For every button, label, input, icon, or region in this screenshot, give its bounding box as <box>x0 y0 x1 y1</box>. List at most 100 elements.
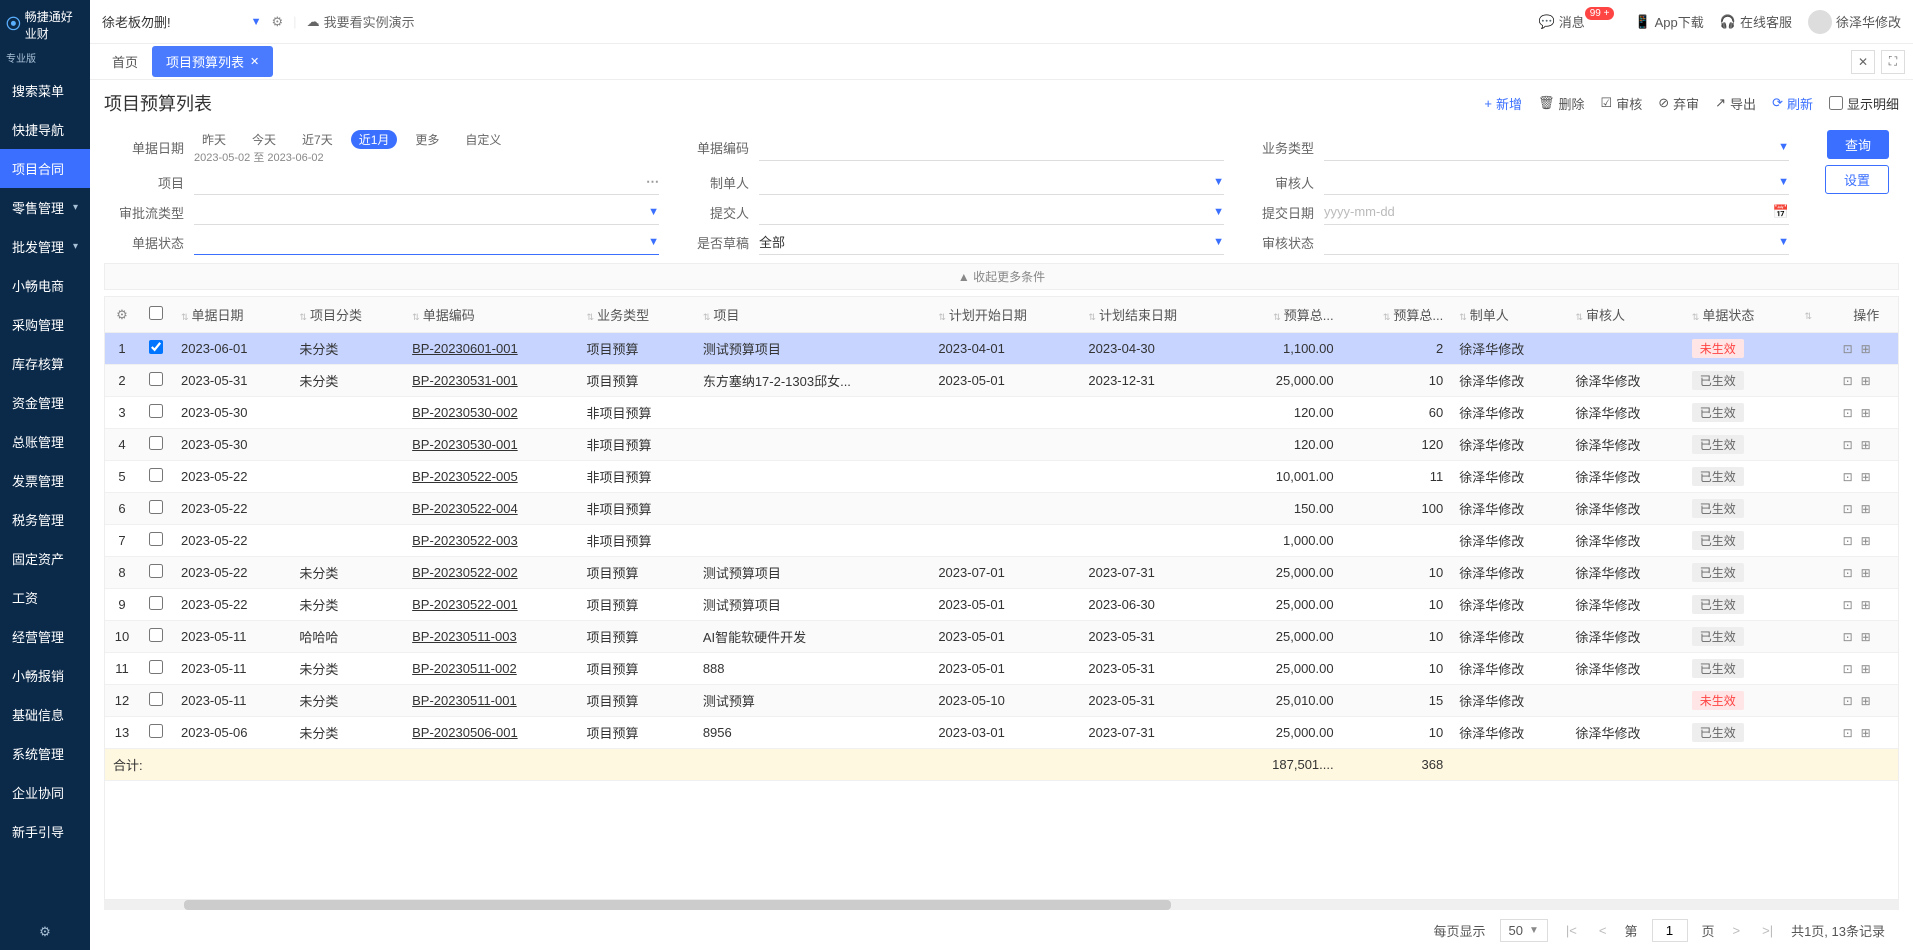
row-checkbox[interactable] <box>149 564 163 578</box>
table-row[interactable]: 1 2023-06-01 未分类 BP-20230601-001 项目预算 测试… <box>105 333 1898 365</box>
more-icon[interactable]: ⊞ <box>1861 726 1871 740</box>
first-page-button[interactable]: |< <box>1562 921 1581 940</box>
calendar-icon[interactable]: 📅 <box>1773 204 1789 220</box>
draft-select[interactable]: 全部▼ <box>759 229 1224 255</box>
code-link[interactable]: BP-20230530-002 <box>412 405 518 420</box>
sidebar-item[interactable]: 采购管理 <box>0 305 90 344</box>
sidebar-item[interactable]: 工资 <box>0 578 90 617</box>
query-button[interactable]: 查询 <box>1827 130 1889 159</box>
more-icon[interactable]: ⊞ <box>1861 406 1871 420</box>
code-link[interactable]: BP-20230511-001 <box>412 693 517 708</box>
add-button[interactable]: +新增 <box>1484 94 1522 113</box>
gear-icon[interactable]: ⚙ <box>39 924 51 939</box>
user-menu[interactable]: 徐泽华修改 <box>1808 10 1901 34</box>
pill-week[interactable]: 近7天 <box>294 130 341 149</box>
table-row[interactable]: 6 2023-05-22 BP-20230522-004 非项目预算 150.0… <box>105 493 1898 525</box>
pill-yesterday[interactable]: 昨天 <box>194 130 234 149</box>
more-icon[interactable]: ⊞ <box>1861 470 1871 484</box>
settings-button[interactable]: 设置 <box>1825 165 1889 194</box>
auditor-select[interactable]: ▼ <box>1324 169 1789 195</box>
th-biztype[interactable]: 业务类型 <box>597 308 649 323</box>
sidebar-item[interactable]: 税务管理 <box>0 500 90 539</box>
pill-more[interactable]: 更多 <box>407 130 447 149</box>
table-row[interactable]: 9 2023-05-22 未分类 BP-20230522-001 项目预算 测试… <box>105 589 1898 621</box>
row-checkbox[interactable] <box>149 692 163 706</box>
th-project[interactable]: 项目 <box>713 308 739 323</box>
th-start[interactable]: 计划开始日期 <box>949 308 1027 323</box>
org-selector[interactable]: 徐老板勿删! ▼ <box>102 12 262 31</box>
gear-icon[interactable]: ⚙ <box>272 14 284 30</box>
delete-button[interactable]: 🗑删除 <box>1538 94 1585 113</box>
sidebar-item[interactable]: 经营管理 <box>0 617 90 656</box>
per-page-select[interactable]: 50 ▼ <box>1500 919 1548 942</box>
table-row[interactable]: 7 2023-05-22 BP-20230522-003 非项目预算 1,000… <box>105 525 1898 557</box>
view-icon[interactable]: ⊡ <box>1843 438 1853 452</box>
row-checkbox[interactable] <box>149 404 163 418</box>
sidebar-item[interactable]: 资金管理 <box>0 383 90 422</box>
th-status[interactable]: 单据状态 <box>1702 308 1754 323</box>
submitter-select[interactable]: ▼ <box>759 199 1224 225</box>
view-icon[interactable]: ⊡ <box>1843 566 1853 580</box>
refresh-button[interactable]: ⟳刷新 <box>1772 94 1813 113</box>
project-input[interactable]: ⋯ <box>194 169 659 195</box>
more-icon[interactable]: ⊞ <box>1861 598 1871 612</box>
code-input[interactable] <box>759 135 1224 161</box>
sidebar-item[interactable]: 发票管理 <box>0 461 90 500</box>
table-row[interactable]: 4 2023-05-30 BP-20230530-001 非项目预算 120.0… <box>105 429 1898 461</box>
next-page-button[interactable]: > <box>1729 921 1745 940</box>
demo-link[interactable]: ☁ 我要看实例演示 <box>307 12 415 31</box>
th-auditor[interactable]: 审核人 <box>1586 308 1625 323</box>
more-icon[interactable]: ⊞ <box>1861 534 1871 548</box>
pill-today[interactable]: 今天 <box>244 130 284 149</box>
view-icon[interactable]: ⊡ <box>1843 662 1853 676</box>
table-row[interactable]: 10 2023-05-11 哈哈哈 BP-20230511-003 项目预算 A… <box>105 621 1898 653</box>
creator-select[interactable]: ▼ <box>759 169 1224 195</box>
th-date[interactable]: 单据日期 <box>192 308 244 323</box>
table-row[interactable]: 12 2023-05-11 未分类 BP-20230511-001 项目预算 测… <box>105 685 1898 717</box>
view-icon[interactable]: ⊡ <box>1843 534 1853 548</box>
status-select[interactable]: ▼ <box>194 229 659 255</box>
row-checkbox[interactable] <box>149 628 163 642</box>
view-icon[interactable]: ⊡ <box>1843 726 1853 740</box>
tab-budget-list[interactable]: 项目预算列表 ✕ <box>152 46 273 77</box>
table-row[interactable]: 2 2023-05-31 未分类 BP-20230531-001 项目预算 东方… <box>105 365 1898 397</box>
view-icon[interactable]: ⊡ <box>1843 502 1853 516</box>
tab-close-all-button[interactable]: ✕ <box>1851 50 1875 74</box>
show-detail-toggle[interactable]: 显示明细 <box>1829 94 1899 113</box>
flow-select[interactable]: ▼ <box>194 199 659 225</box>
pill-month[interactable]: 近1月 <box>351 130 398 149</box>
export-button[interactable]: ↗导出 <box>1715 94 1756 113</box>
page-input[interactable] <box>1652 919 1688 942</box>
th-end[interactable]: 计划结束日期 <box>1099 308 1177 323</box>
more-icon[interactable]: ⊞ <box>1861 342 1871 356</box>
sidebar-item[interactable]: 新手引导 <box>0 812 90 851</box>
th-creator[interactable]: 制单人 <box>1470 308 1509 323</box>
sidebar-item[interactable]: 快捷导航 <box>0 110 90 149</box>
more-icon[interactable]: ⊞ <box>1861 566 1871 580</box>
scrollbar-thumb[interactable] <box>184 900 1171 910</box>
code-link[interactable]: BP-20230522-004 <box>412 501 518 516</box>
row-checkbox[interactable] <box>149 436 163 450</box>
sidebar-item[interactable]: 搜索菜单 <box>0 71 90 110</box>
view-icon[interactable]: ⊡ <box>1843 630 1853 644</box>
code-link[interactable]: BP-20230531-001 <box>412 373 518 388</box>
table-row[interactable]: 3 2023-05-30 BP-20230530-002 非项目预算 120.0… <box>105 397 1898 429</box>
th-count[interactable]: 预算总... <box>1393 308 1443 323</box>
row-checkbox[interactable] <box>149 468 163 482</box>
download-button[interactable]: 📱 App下载 <box>1634 12 1703 31</box>
code-link[interactable]: BP-20230522-003 <box>412 533 518 548</box>
sidebar-item[interactable]: 批发管理▾ <box>0 227 90 266</box>
row-checkbox[interactable] <box>149 372 163 386</box>
code-link[interactable]: BP-20230601-001 <box>412 341 518 356</box>
row-checkbox[interactable] <box>149 500 163 514</box>
view-icon[interactable]: ⊡ <box>1843 342 1853 356</box>
submitdate-input[interactable]: yyyy-mm-dd📅 <box>1324 199 1789 225</box>
horizontal-scrollbar[interactable] <box>104 900 1899 910</box>
close-icon[interactable]: ✕ <box>250 55 259 68</box>
table-row[interactable]: 5 2023-05-22 BP-20230522-005 非项目预算 10,00… <box>105 461 1898 493</box>
last-page-button[interactable]: >| <box>1758 921 1777 940</box>
prev-page-button[interactable]: < <box>1595 921 1611 940</box>
more-icon[interactable]: ⊞ <box>1861 694 1871 708</box>
pill-custom[interactable]: 自定义 <box>457 130 509 149</box>
sidebar-item[interactable]: 小畅电商 <box>0 266 90 305</box>
